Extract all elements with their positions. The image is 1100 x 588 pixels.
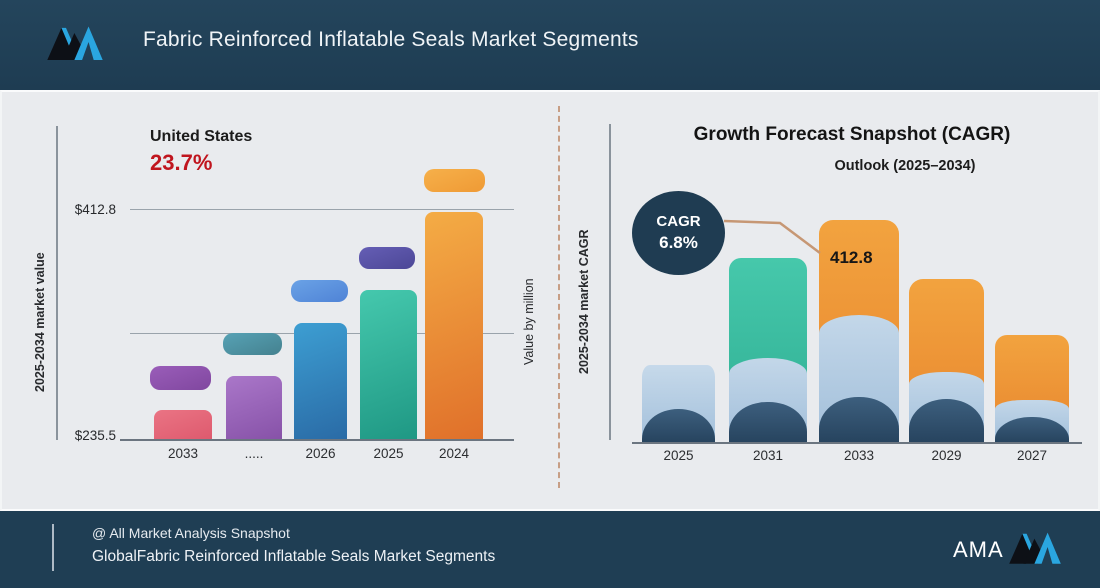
x-axis-label: 2029 bbox=[931, 448, 962, 463]
ama-logo-icon bbox=[1009, 532, 1061, 564]
segment-2033-2 bbox=[819, 397, 899, 442]
bar-cap-2033 bbox=[150, 366, 211, 390]
x-axis-label: 2033 bbox=[843, 448, 875, 463]
x-axis-line bbox=[120, 439, 514, 441]
panel-divider-dashed bbox=[558, 106, 560, 488]
value-by-million-label: Value by million bbox=[522, 278, 536, 366]
x-axis-label: 2026 bbox=[305, 446, 336, 461]
us-chart-title: United States bbox=[150, 128, 253, 145]
x-axis-label: 2025 bbox=[373, 446, 404, 461]
gridline bbox=[130, 209, 514, 210]
footer-credit: @ All Market Analysis Snapshot bbox=[92, 525, 290, 541]
main-panel: United States 23.7% $412.8 $235.5 2025-2… bbox=[0, 90, 1100, 511]
bar-cap-2025 bbox=[359, 247, 415, 269]
cagr-chart-subtitle: Outlook (2025–2034) bbox=[834, 158, 976, 174]
header: Fabric Reinforced Inflatable Seals Marke… bbox=[0, 0, 1100, 90]
x-axis-label: 2027 bbox=[1016, 448, 1048, 463]
us-chart-y-label: 2025-2034 market value bbox=[33, 252, 47, 392]
segment-2031-2 bbox=[729, 402, 807, 442]
x-axis-label: 2024 bbox=[438, 446, 470, 461]
bar-..... bbox=[226, 376, 282, 439]
bar-2033 bbox=[154, 410, 212, 439]
cagr-badge-label: CAGR bbox=[656, 213, 701, 230]
y-axis-ref-top: $412.8 bbox=[74, 202, 116, 217]
us-chart-highlight-value: 23.7% bbox=[150, 150, 213, 175]
bar-cap-..... bbox=[223, 333, 282, 355]
footer: @ All Market Analysis Snapshot GlobalFab… bbox=[0, 511, 1100, 588]
cagr-chart-y-label: 2025-2034 market CAGR bbox=[577, 229, 591, 375]
x-axis-line bbox=[632, 442, 1082, 444]
bar-cap-2024 bbox=[424, 169, 485, 192]
footer-divider-rule bbox=[52, 524, 54, 571]
ama-logo-icon bbox=[47, 26, 103, 61]
y-axis-line bbox=[56, 126, 58, 440]
footer-brand-text: AMA bbox=[953, 537, 1004, 562]
bar-annotation-value: 412.8 bbox=[830, 248, 873, 267]
x-axis-label: 2033 bbox=[167, 446, 199, 461]
footer-subtitle: GlobalFabric Reinforced Inflatable Seals… bbox=[92, 548, 496, 565]
bar-2026 bbox=[294, 323, 347, 439]
bar-cap-2026 bbox=[291, 280, 348, 302]
segment-2029-2 bbox=[909, 399, 984, 442]
x-axis-label: 2031 bbox=[752, 448, 784, 463]
x-axis-label: ..... bbox=[244, 446, 264, 461]
page-title: Fabric Reinforced Inflatable Seals Marke… bbox=[143, 28, 639, 51]
y-axis-line bbox=[609, 124, 611, 440]
y-axis-ref-bottom: $235.5 bbox=[74, 428, 116, 443]
x-axis-label: 2025 bbox=[663, 448, 694, 463]
bar-2024 bbox=[425, 212, 483, 439]
cagr-badge-value: 6.8% bbox=[659, 232, 698, 252]
bar-2025 bbox=[360, 290, 417, 439]
charts-canvas: United States 23.7% $412.8 $235.5 2025-2… bbox=[2, 92, 1100, 513]
cagr-badge: CAGR 6.8% bbox=[632, 191, 725, 275]
cagr-chart-title: Growth Forecast Snapshot (CAGR) bbox=[693, 124, 1011, 145]
